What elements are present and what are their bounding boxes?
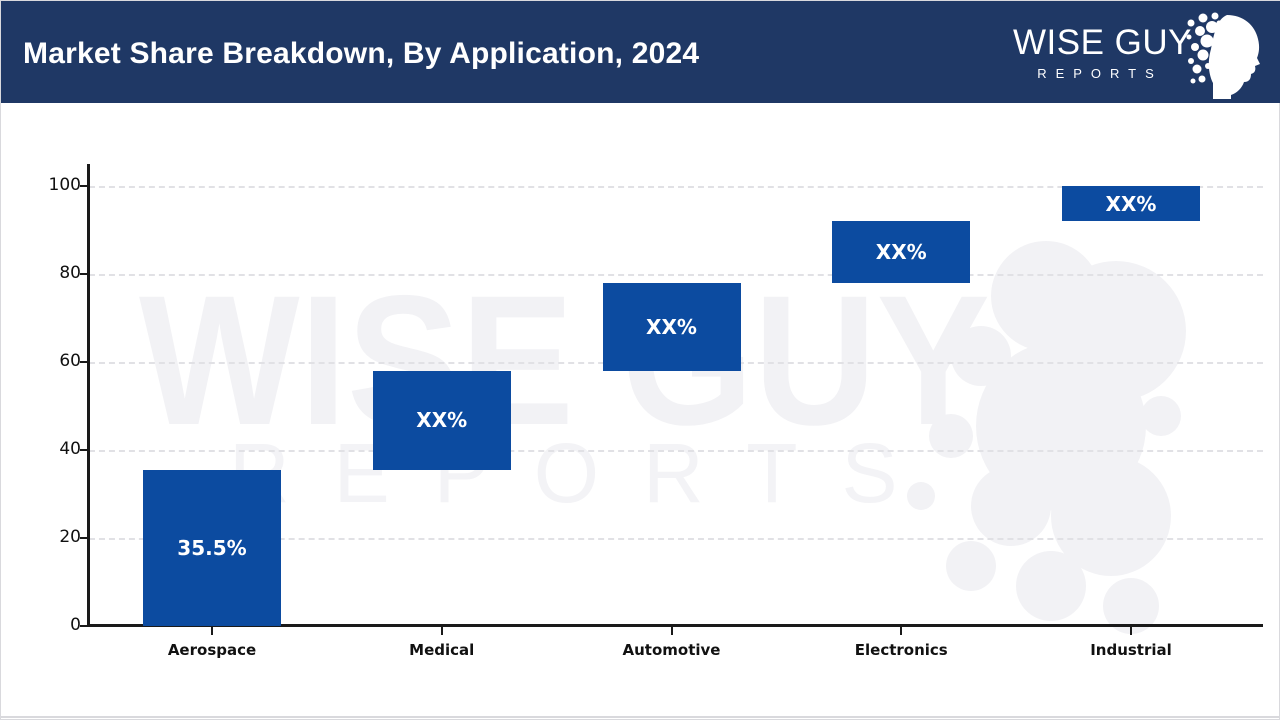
- bar-label-aerospace: 35.5%: [177, 535, 247, 560]
- y-tick-mark-20: [80, 537, 88, 539]
- x-category-label-aerospace: Aerospace: [167, 641, 257, 659]
- y-tick-mark-0: [80, 625, 88, 627]
- bar-medical: XX%: [372, 370, 511, 470]
- bar-aerospace: 35.5%: [143, 469, 281, 626]
- gridline-80: [89, 274, 1263, 276]
- x-tick-mark-medical: [440, 627, 443, 635]
- logo-text: WISE GUY REPORTS: [1013, 23, 1193, 81]
- bar-automotive: XX%: [602, 282, 741, 371]
- y-tick-label-60: 60: [59, 351, 81, 371]
- bar-industrial: XX%: [1062, 186, 1200, 222]
- bottom-hairline: [1, 716, 1280, 718]
- bar-electronics: XX%: [832, 221, 971, 283]
- y-tick-label-80: 80: [59, 263, 81, 283]
- x-tick-mark-electronics: [900, 627, 903, 635]
- wise-guy-logo: WISE GUY REPORTS: [1013, 7, 1263, 99]
- logo-face-icon: [1181, 11, 1263, 103]
- y-tick-mark-100: [80, 185, 88, 187]
- x-category-label-electronics: Electronics: [854, 641, 948, 659]
- x-axis-line: [87, 624, 1263, 627]
- y-tick-label-0: 0: [70, 615, 81, 635]
- watermark-wordmark: WISE GUY: [139, 258, 991, 464]
- y-tick-mark-60: [80, 361, 88, 363]
- x-category-label-automotive: Automotive: [622, 641, 721, 659]
- header-bar: Market Share Breakdown, By Application, …: [1, 1, 1280, 103]
- watermark-subtitle: REPORTS: [229, 426, 942, 520]
- x-tick-mark-automotive: [670, 627, 673, 635]
- logo-wordmark: WISE GUY: [1013, 23, 1193, 62]
- x-tick-mark-aerospace: [211, 627, 213, 635]
- gridline-100: [89, 186, 1263, 188]
- bar-label-industrial: XX%: [1105, 191, 1157, 216]
- watermark-face-icon: [861, 166, 1191, 640]
- y-tick-label-40: 40: [59, 439, 81, 459]
- y-tick-mark-40: [80, 449, 88, 451]
- bar-label-electronics: XX%: [875, 239, 927, 264]
- waterfall-chart: 0 20 40 60 80 100 35.5% XX% XX% XX% XX% Aerospace…: [1, 103, 1280, 717]
- page-title: Market Share Breakdown, By Application, …: [23, 37, 700, 70]
- x-category-label-medical: Medical: [409, 641, 475, 659]
- x-category-label-industrial: Industrial: [1090, 641, 1172, 659]
- y-tick-label-20: 20: [59, 527, 81, 547]
- gridline-40: [89, 450, 1263, 452]
- y-tick-mark-80: [80, 273, 88, 275]
- bar-label-medical: XX%: [416, 408, 468, 433]
- gridline-20: [89, 538, 1263, 540]
- logo-subtitle: REPORTS: [1037, 66, 1163, 81]
- x-tick-mark-industrial: [1130, 627, 1132, 635]
- y-tick-label-100: 100: [48, 175, 81, 195]
- bar-label-automotive: XX%: [646, 314, 697, 339]
- y-axis-line: [87, 164, 90, 626]
